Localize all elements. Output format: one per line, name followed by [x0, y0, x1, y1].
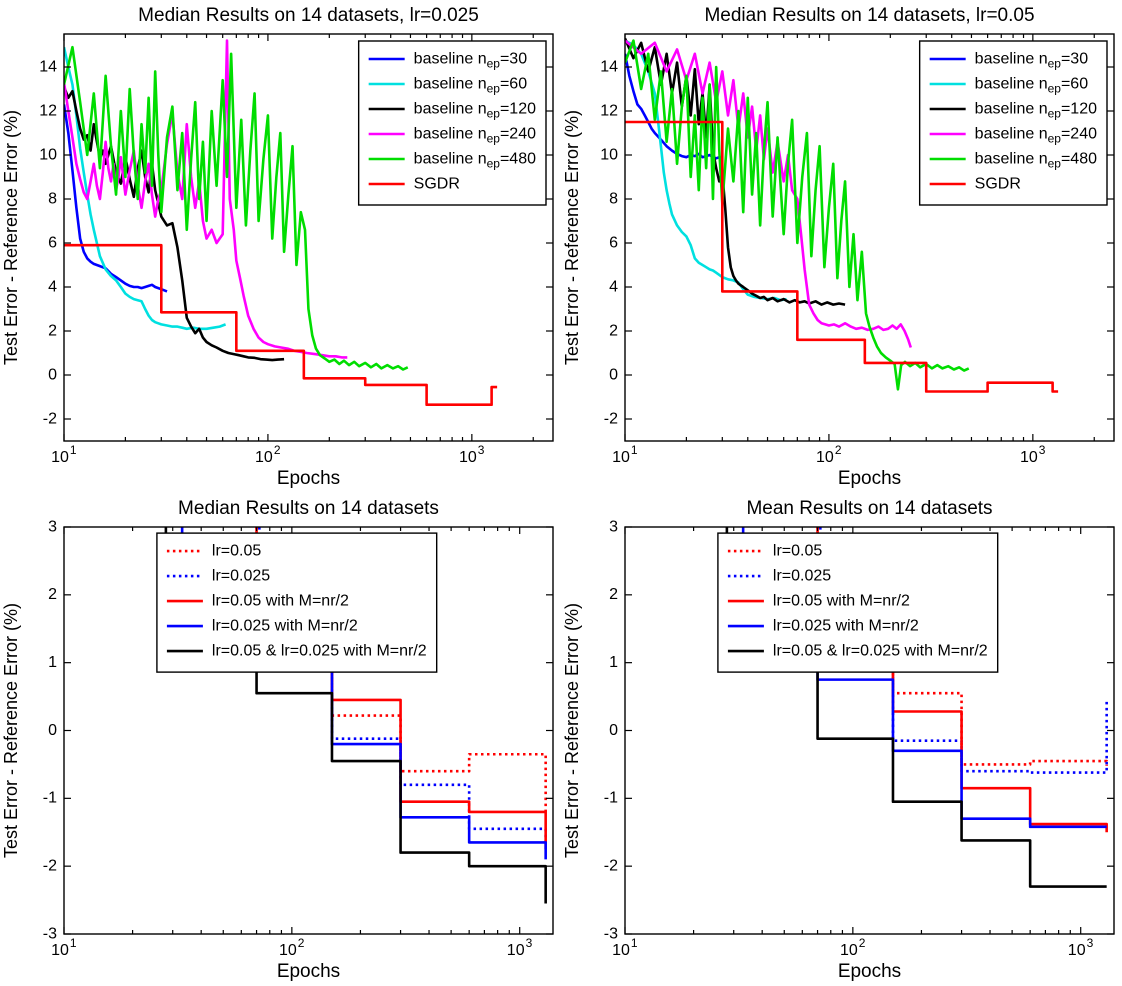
- plot-canvas-median-lr0025: [0, 0, 561, 493]
- x-axis-label: Epochs: [837, 961, 902, 982]
- chart-title: Median Results on 14 datasets, lr=0.05: [704, 5, 1035, 26]
- y-axis-label: Test Error - Reference Error (%): [1, 602, 21, 859]
- x-axis-label: Epochs: [276, 468, 341, 489]
- chart-title: Median Results on 14 datasets: [178, 498, 439, 519]
- subplot-top-right: Median Results on 14 datasets, lr=0.05 T…: [561, 0, 1122, 493]
- y-axis-label: Test Error - Reference Error (%): [562, 602, 582, 859]
- chart-title: Median Results on 14 datasets, lr=0.025: [138, 5, 479, 26]
- plot-canvas-median-combined: [0, 493, 561, 986]
- x-axis-label: Epochs: [276, 961, 341, 982]
- plot-canvas-median-lr005: [561, 0, 1122, 493]
- subplot-bottom-right: Mean Results on 14 datasets Test Error -…: [561, 493, 1122, 986]
- plot-canvas-mean-combined: [561, 493, 1122, 986]
- subplot-top-left: Median Results on 14 datasets, lr=0.025 …: [0, 0, 561, 493]
- subplot-bottom-left: Median Results on 14 datasets Test Error…: [0, 493, 561, 986]
- x-axis-label: Epochs: [837, 468, 902, 489]
- y-axis-label: Test Error - Reference Error (%): [562, 109, 582, 366]
- y-axis-label: Test Error - Reference Error (%): [1, 109, 21, 366]
- chart-title: Mean Results on 14 datasets: [746, 498, 993, 519]
